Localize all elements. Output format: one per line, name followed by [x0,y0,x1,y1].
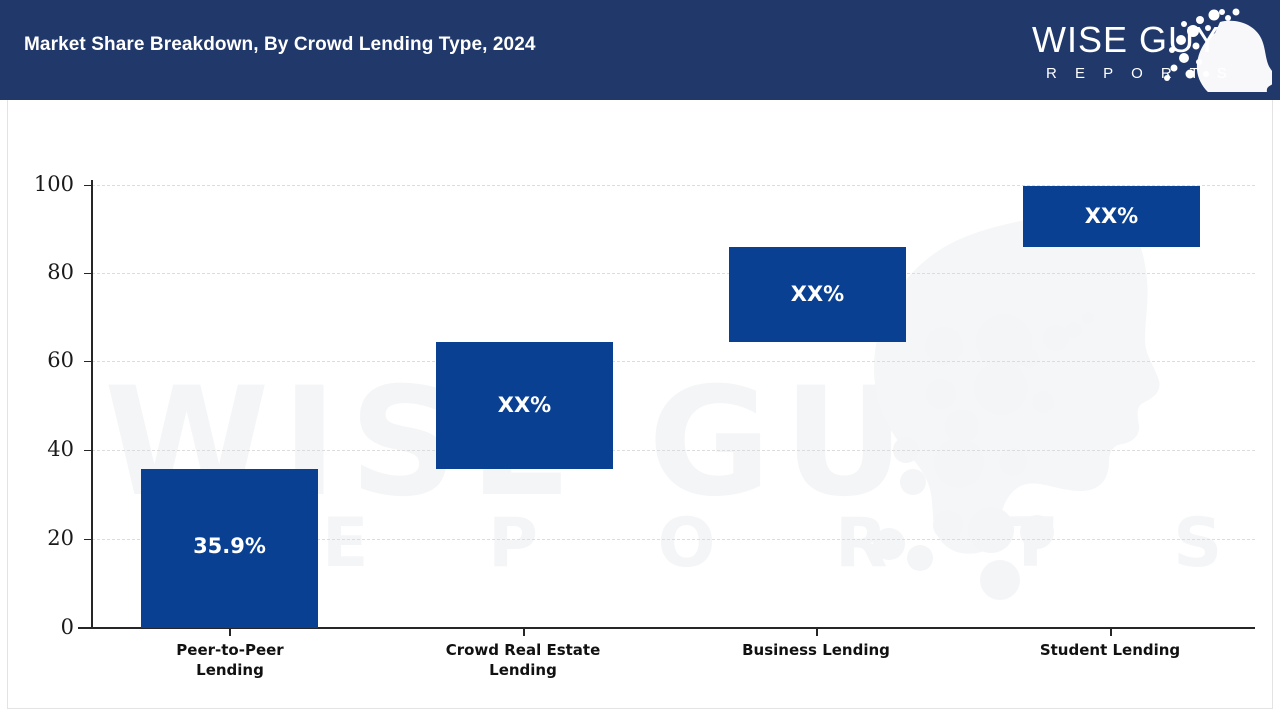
cat-line-1: Student Lending [1039,641,1181,659]
y-tick-label-20: 20 [47,526,74,550]
page-border-right [1272,100,1273,708]
y-axis-line [91,180,93,629]
bar-label-business-lending: XX% [790,282,845,306]
y-tick-label-60: 60 [47,348,74,372]
page-border-bottom [7,708,1273,709]
bar-student-lending[interactable] [1023,186,1200,247]
x-tick-mark-2 [816,629,818,636]
bar-business-lending[interactable] [729,247,906,342]
gridline-60 [92,361,1255,362]
x-tick-mark-3 [1110,629,1112,636]
y-tick-mark-80 [84,273,92,274]
gridline-40 [92,450,1255,451]
page-header: Market Share Breakdown, By Crowd Lending… [0,0,1280,100]
bar-label-peer-to-peer-lending: 35.9% [193,534,266,558]
y-tick-mark-20 [84,539,92,540]
cat-line-1: Crowd Real Estate [445,641,601,659]
x-category-label-crowd-real-estate-lending: Crowd Real Estate Lending [423,640,623,680]
y-tick-mark-100 [84,185,92,186]
x-tick-mark-1 [523,629,525,636]
y-tick-label-100: 100 [33,172,74,196]
svg-text:R E P O R T S: R E P O R T S [1046,65,1234,82]
x-category-label-student-lending: Student Lending [1000,640,1220,660]
cat-line-1: Business Lending [742,641,890,659]
y-tick-label-80: 80 [47,260,74,284]
y-tick-label-40: 40 [47,437,74,461]
bar-label-student-lending: XX% [1084,204,1139,228]
bar-crowd-real-estate-lending[interactable] [436,342,613,469]
x-category-label-business-lending: Business Lending [706,640,926,660]
head-silhouette-icon [1196,20,1277,100]
plot-region: 100 80 60 40 20 0 35.9% [0,100,1280,720]
cat-line-1: Peer-to-Peer [176,641,284,659]
logo-svg: WISE GUY R E P O R T S [1032,8,1277,100]
x-category-label-peer-to-peer-lending: Peer-to-Peer Lending [130,640,330,680]
gridline-80 [92,273,1255,274]
logo-dots-icon [1164,8,1240,81]
bar-peer-to-peer-lending[interactable] [141,469,318,628]
svg-text:WISE GUY: WISE GUY [1032,19,1220,60]
bar-label-crowd-real-estate-lending: XX% [497,393,552,417]
wise-guy-reports-logo: WISE GUY R E P O R T S [1024,8,1277,100]
cat-line-2: Lending [196,661,264,679]
y-tick-mark-60 [84,361,92,362]
gridline-20 [92,539,1255,540]
cat-line-2: Lending [489,661,557,679]
y-tick-label-0: 0 [60,615,74,639]
y-tick-mark-0 [84,628,92,629]
gridline-100 [92,185,1255,186]
y-tick-mark-40 [84,450,92,451]
x-tick-mark-0 [229,629,231,636]
page-title: Market Share Breakdown, By Crowd Lending… [24,34,536,55]
page-border-left [7,100,8,708]
chart-area: WISE GUY R E P O R T S [0,100,1280,720]
x-axis-line [78,627,1255,629]
